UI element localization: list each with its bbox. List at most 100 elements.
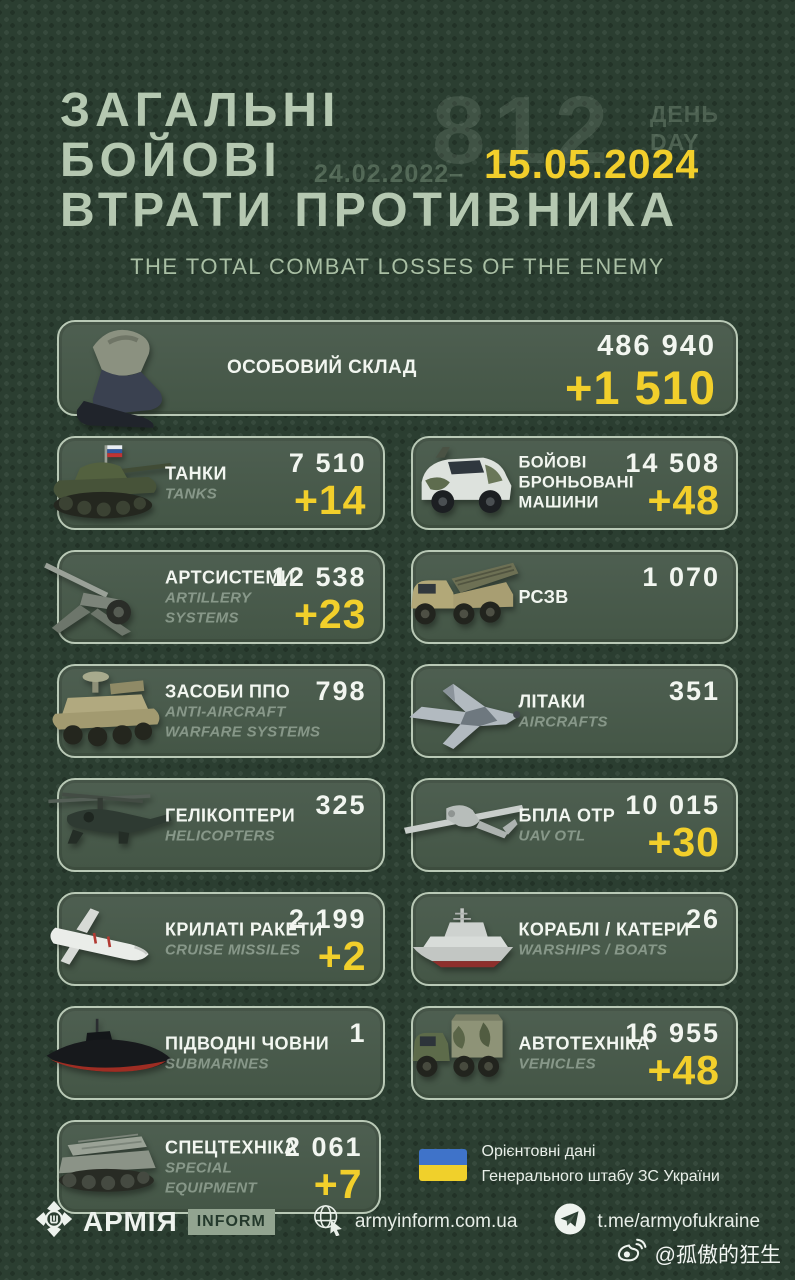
footer-bar: АРМІЯ INFORM armyinform.com.ua t.me/army… bbox=[0, 1200, 795, 1243]
card-tanks: ТАНКИ TANKS 7 510 +14 bbox=[53, 436, 385, 530]
card-row: АРТСИСТЕМИ ARTILLERY SYSTEMS 12 538 +23 Р… bbox=[44, 550, 738, 644]
brand-name: АРМІЯ bbox=[82, 1205, 178, 1237]
uav-icon bbox=[397, 774, 529, 878]
weibo-handle: @孤傲的狂生 bbox=[654, 1244, 781, 1267]
card-apv: БОЙОВІ БРОНЬОВАНІ МАШИНИ 14 508 +48 bbox=[410, 436, 738, 530]
loss-delta: +14 bbox=[293, 477, 367, 524]
loss-delta: +30 bbox=[647, 819, 720, 866]
loss-delta: +48 bbox=[647, 477, 720, 524]
card-label-ua: ЛІТАКИ bbox=[518, 691, 586, 712]
card-label-ua: ОСОБОВИЙ СКЛАД bbox=[227, 357, 417, 379]
jet-icon bbox=[397, 660, 529, 764]
date-current: 15.05.2024 bbox=[484, 141, 700, 187]
card-row: ГЕЛІКОПТЕРИ HELICOPTERS 325 БПЛА ОТР UAV O… bbox=[48, 778, 738, 872]
card-artillery: АРТСИСТЕМИ ARTILLERY SYSTEMS 12 538 +23 bbox=[44, 550, 385, 644]
mlrs-icon bbox=[397, 546, 529, 650]
missile-icon bbox=[43, 888, 175, 992]
loss-delta: +1 510 bbox=[564, 361, 716, 415]
globe-icon bbox=[311, 1202, 345, 1242]
apv-icon bbox=[397, 432, 529, 536]
card-warships: КОРАБЛІ / КАТЕРИ WARSHIPS / BOATS 26 bbox=[410, 892, 738, 986]
tank-icon bbox=[43, 432, 175, 536]
card-label-en: SPECIAL EQUIPMENT bbox=[165, 1159, 257, 1197]
boots-icon bbox=[57, 318, 207, 430]
card-label-en: ANTI-AIRCRAFT WARFARE SYSTEMS bbox=[165, 703, 321, 741]
loss-total: 12 538 bbox=[271, 562, 367, 592]
date-range-start: 24.02.2022– bbox=[314, 160, 465, 188]
ukraine-flag-icon bbox=[418, 1149, 467, 1181]
card-label-ua: БОЙОВІ bbox=[518, 453, 587, 472]
loss-total: 1 070 bbox=[642, 562, 720, 592]
card-label-ua: ПІДВОДНІ ЧОВНИ bbox=[165, 1033, 330, 1054]
day-label-en: DAY bbox=[650, 129, 700, 156]
loss-cards-grid: ОСОБОВИЙ СКЛАД 486 940 +1 510 ТАНКИ TANKS… bbox=[44, 320, 739, 1214]
loss-delta: +7 bbox=[313, 1161, 363, 1208]
telegram-icon bbox=[553, 1202, 587, 1242]
title-line-2: БОЙОВІ bbox=[60, 133, 282, 187]
loss-delta: +23 bbox=[293, 591, 367, 638]
artillery-icon bbox=[43, 546, 175, 650]
day-labels: ДЕНЬ DAY bbox=[650, 100, 719, 156]
card-label-en: ARTILLERY SYSTEMS bbox=[165, 589, 252, 627]
card-label-ua: ЗАСОБИ ППО bbox=[165, 681, 291, 702]
loss-total: 26 bbox=[685, 904, 720, 934]
loss-delta: +2 bbox=[317, 933, 367, 980]
card-label-en: VEHICLES bbox=[518, 1055, 596, 1073]
special-icon bbox=[43, 1116, 175, 1220]
title-line-3: ВТРАТИ ПРОТИВНИКА bbox=[60, 183, 680, 237]
loss-total: 325 bbox=[315, 790, 367, 820]
card-label-ua: ГЕЛІКОПТЕРИ bbox=[165, 805, 296, 826]
loss-total: 1 bbox=[349, 1018, 367, 1048]
data-source-note: Орієнтовні дані Генерального штабу ЗС Укр… bbox=[407, 1120, 739, 1210]
truck-icon bbox=[397, 1002, 529, 1106]
telegram-url: t.me/armyofukraine bbox=[597, 1210, 761, 1232]
day-label-ua: ДЕНЬ bbox=[650, 101, 719, 127]
website-url: armyinform.com.ua bbox=[354, 1210, 518, 1232]
helicopter-icon bbox=[43, 774, 175, 878]
loss-total: 10 015 bbox=[625, 790, 720, 820]
website-link[interactable]: armyinform.com.ua bbox=[311, 1202, 518, 1242]
loss-total: 2 061 bbox=[284, 1132, 363, 1162]
loss-total: 2 199 bbox=[288, 904, 367, 934]
loss-total: 7 510 bbox=[288, 448, 367, 478]
card-label-ua: МАШИНИ bbox=[518, 492, 599, 511]
card-label-ua: КРИЛАТІ РАКЕТИ bbox=[165, 919, 323, 940]
card-submarines: ПІДВОДНІ ЧОВНИ SUBMARINES 1 bbox=[46, 1006, 385, 1100]
card-label-en: SUBMARINES bbox=[165, 1055, 269, 1073]
card-label-ua: КОРАБЛІ / КАТЕРИ bbox=[518, 919, 690, 940]
card-label-ua: СПЕЦТЕХНІКА bbox=[165, 1137, 298, 1158]
page-title: ЗАГАЛЬНІ БОЙОВІ ВТРАТИ ПРОТИВНИКА bbox=[60, 86, 679, 236]
card-row: КРИЛАТІ РАКЕТИ CRUISE MISSILES 2 199 +2 К… bbox=[50, 892, 738, 986]
submarine-icon bbox=[43, 1002, 175, 1106]
card-helicopters: ГЕЛІКОПТЕРИ HELICOPTERS 325 bbox=[48, 778, 385, 872]
card-label-ua: БРОНЬОВАНІ bbox=[518, 473, 634, 492]
weibo-watermark: @孤傲的狂生 bbox=[615, 1238, 781, 1270]
loss-total: 16 955 bbox=[625, 1018, 720, 1048]
loss-total: 486 940 bbox=[597, 330, 716, 362]
card-label-ua: БПЛА ОТР bbox=[518, 805, 616, 826]
card-aircraft: ЛІТАКИ AIRCRAFTS 351 bbox=[408, 664, 738, 758]
card-personnel: ОСОБОВИЙ СКЛАД 486 940 +1 510 bbox=[57, 320, 738, 428]
day-counter: 812 bbox=[432, 77, 617, 184]
loss-total: 14 508 bbox=[625, 448, 720, 478]
card-label-en: UAV OTL bbox=[518, 827, 586, 845]
card-mlrs: РСЗВ 1 070 bbox=[410, 550, 738, 644]
brand-badge: INFORM bbox=[187, 1208, 275, 1235]
card-cruise-missiles: КРИЛАТІ РАКЕТИ CRUISE MISSILES 2 199 +2 bbox=[50, 892, 385, 986]
card-label-ua: АВТОТЕХНІКА bbox=[518, 1033, 650, 1054]
armiya-inform-logo: АРМІЯ INFORM bbox=[35, 1200, 275, 1243]
card-label-en: AIRCRAFTS bbox=[518, 713, 608, 731]
card-label-en: TANKS bbox=[165, 485, 218, 503]
card-label-en: CRUISE MISSILES bbox=[165, 941, 301, 959]
card-label-en: WARSHIPS / BOATS bbox=[518, 941, 668, 959]
card-uav: БПЛА ОТР UAV OTL 10 015 +30 bbox=[403, 778, 738, 872]
card-label-ua: ТАНКИ bbox=[165, 463, 227, 484]
subtitle: THE TOTAL COMBAT LOSSES OF THE ENEMY bbox=[130, 254, 665, 279]
card-row: ЗАСОБИ ППО ANTI-AIRCRAFT WARFARE SYSTEMS … bbox=[52, 664, 738, 758]
ship-icon bbox=[397, 888, 529, 992]
army-cross-icon bbox=[35, 1200, 73, 1243]
loss-total: 351 bbox=[668, 676, 720, 706]
note-line-2: Генерального штабу ЗС України bbox=[481, 1168, 720, 1185]
card-anti-aircraft: ЗАСОБИ ППО ANTI-AIRCRAFT WARFARE SYSTEMS … bbox=[52, 664, 385, 758]
telegram-link[interactable]: t.me/armyofukraine bbox=[553, 1202, 760, 1242]
